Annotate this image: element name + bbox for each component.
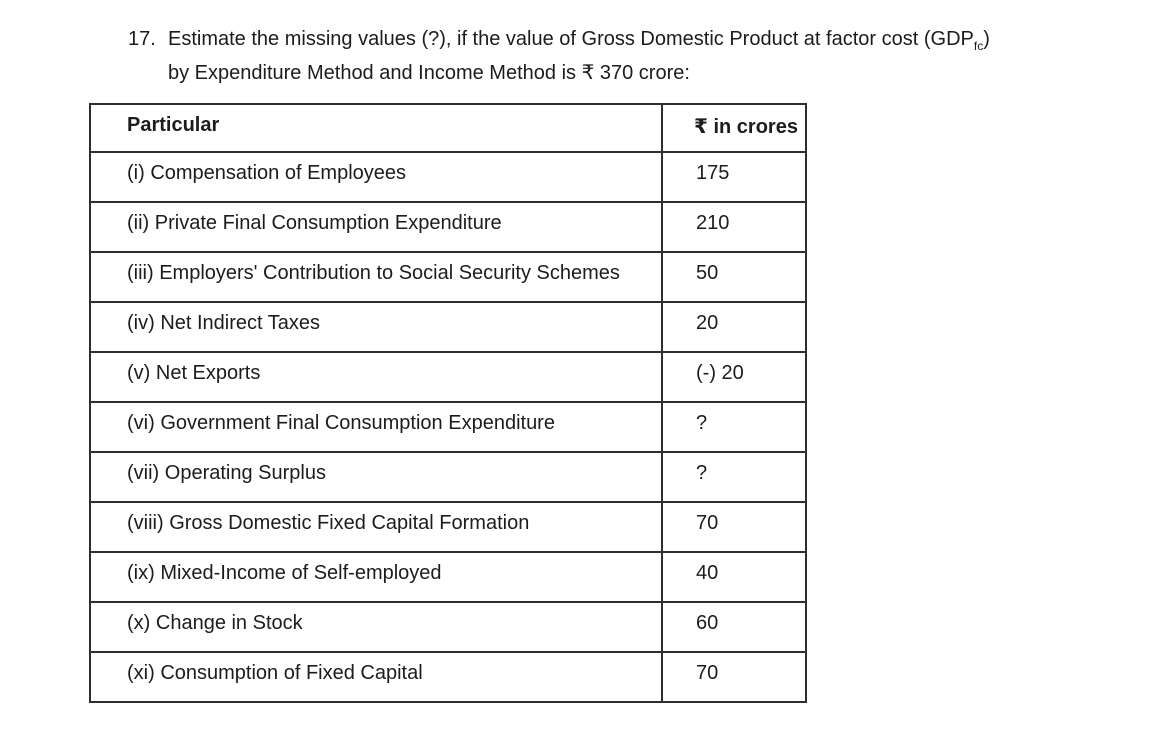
particular-cell: (xi) Consumption of Fixed Capital bbox=[89, 651, 663, 703]
table-row: (viii) Gross Domestic Fixed Capital Form… bbox=[89, 501, 807, 553]
particular-cell: (ii) Private Final Consumption Expenditu… bbox=[89, 201, 663, 253]
question-line-1-close-paren: ) bbox=[983, 28, 990, 50]
value-cell: 210 bbox=[661, 201, 807, 253]
value-cell: 20 bbox=[661, 301, 807, 353]
value-cell: ? bbox=[661, 401, 807, 453]
table-row: (v) Net Exports (-) 20 bbox=[89, 351, 807, 403]
column-header-particular: Particular bbox=[89, 103, 663, 153]
table-row: (vii) Operating Surplus ? bbox=[89, 451, 807, 503]
table-row: (iv) Net Indirect Taxes 20 bbox=[89, 301, 807, 353]
value-cell: 50 bbox=[661, 251, 807, 303]
particular-cell: (vi) Government Final Consumption Expend… bbox=[89, 401, 663, 453]
particular-cell: (v) Net Exports bbox=[89, 351, 663, 403]
table-row: (i) Compensation of Employees 175 bbox=[89, 151, 807, 203]
particular-cell: (vii) Operating Surplus bbox=[89, 451, 663, 503]
table-header-row: Particular ₹ in crores bbox=[89, 103, 807, 153]
question-block: 17. Estimate the missing values (?), if … bbox=[128, 22, 990, 90]
table-row: (ix) Mixed-Income of Self-employed 40 bbox=[89, 551, 807, 603]
value-cell: (-) 20 bbox=[661, 351, 807, 403]
question-text: Estimate the missing values (?), if the … bbox=[168, 22, 990, 90]
table-row: (iii) Employers' Contribution to Social … bbox=[89, 251, 807, 303]
value-cell: 175 bbox=[661, 151, 807, 203]
table-row: (xi) Consumption of Fixed Capital 70 bbox=[89, 651, 807, 703]
value-cell: 70 bbox=[661, 501, 807, 553]
particular-cell: (i) Compensation of Employees bbox=[89, 151, 663, 203]
column-header-crores: ₹ in crores bbox=[661, 103, 807, 153]
table-row: (x) Change in Stock 60 bbox=[89, 601, 807, 653]
question-line-1: Estimate the missing values (?), if the … bbox=[168, 22, 990, 56]
particular-cell: (iii) Employers' Contribution to Social … bbox=[89, 251, 663, 303]
value-cell: ? bbox=[661, 451, 807, 503]
question-number: 17. bbox=[128, 28, 156, 50]
table-row: (vi) Government Final Consumption Expend… bbox=[89, 401, 807, 453]
gdp-fc-subscript: fc bbox=[973, 39, 984, 53]
particular-cell: (ix) Mixed-Income of Self-employed bbox=[89, 551, 663, 603]
particular-cell: (x) Change in Stock bbox=[89, 601, 663, 653]
particular-cell: (iv) Net Indirect Taxes bbox=[89, 301, 663, 353]
question-line-2: by Expenditure Method and Income Method … bbox=[168, 62, 690, 84]
value-cell: 40 bbox=[661, 551, 807, 603]
table-row: (ii) Private Final Consumption Expenditu… bbox=[89, 201, 807, 253]
question-line-1-text: Estimate the missing values (?), if the … bbox=[168, 28, 974, 50]
particular-cell: (viii) Gross Domestic Fixed Capital Form… bbox=[89, 501, 663, 553]
value-cell: 70 bbox=[661, 651, 807, 703]
gdp-values-table: Particular ₹ in crores (i) Compensation … bbox=[89, 103, 807, 703]
value-cell: 60 bbox=[661, 601, 807, 653]
